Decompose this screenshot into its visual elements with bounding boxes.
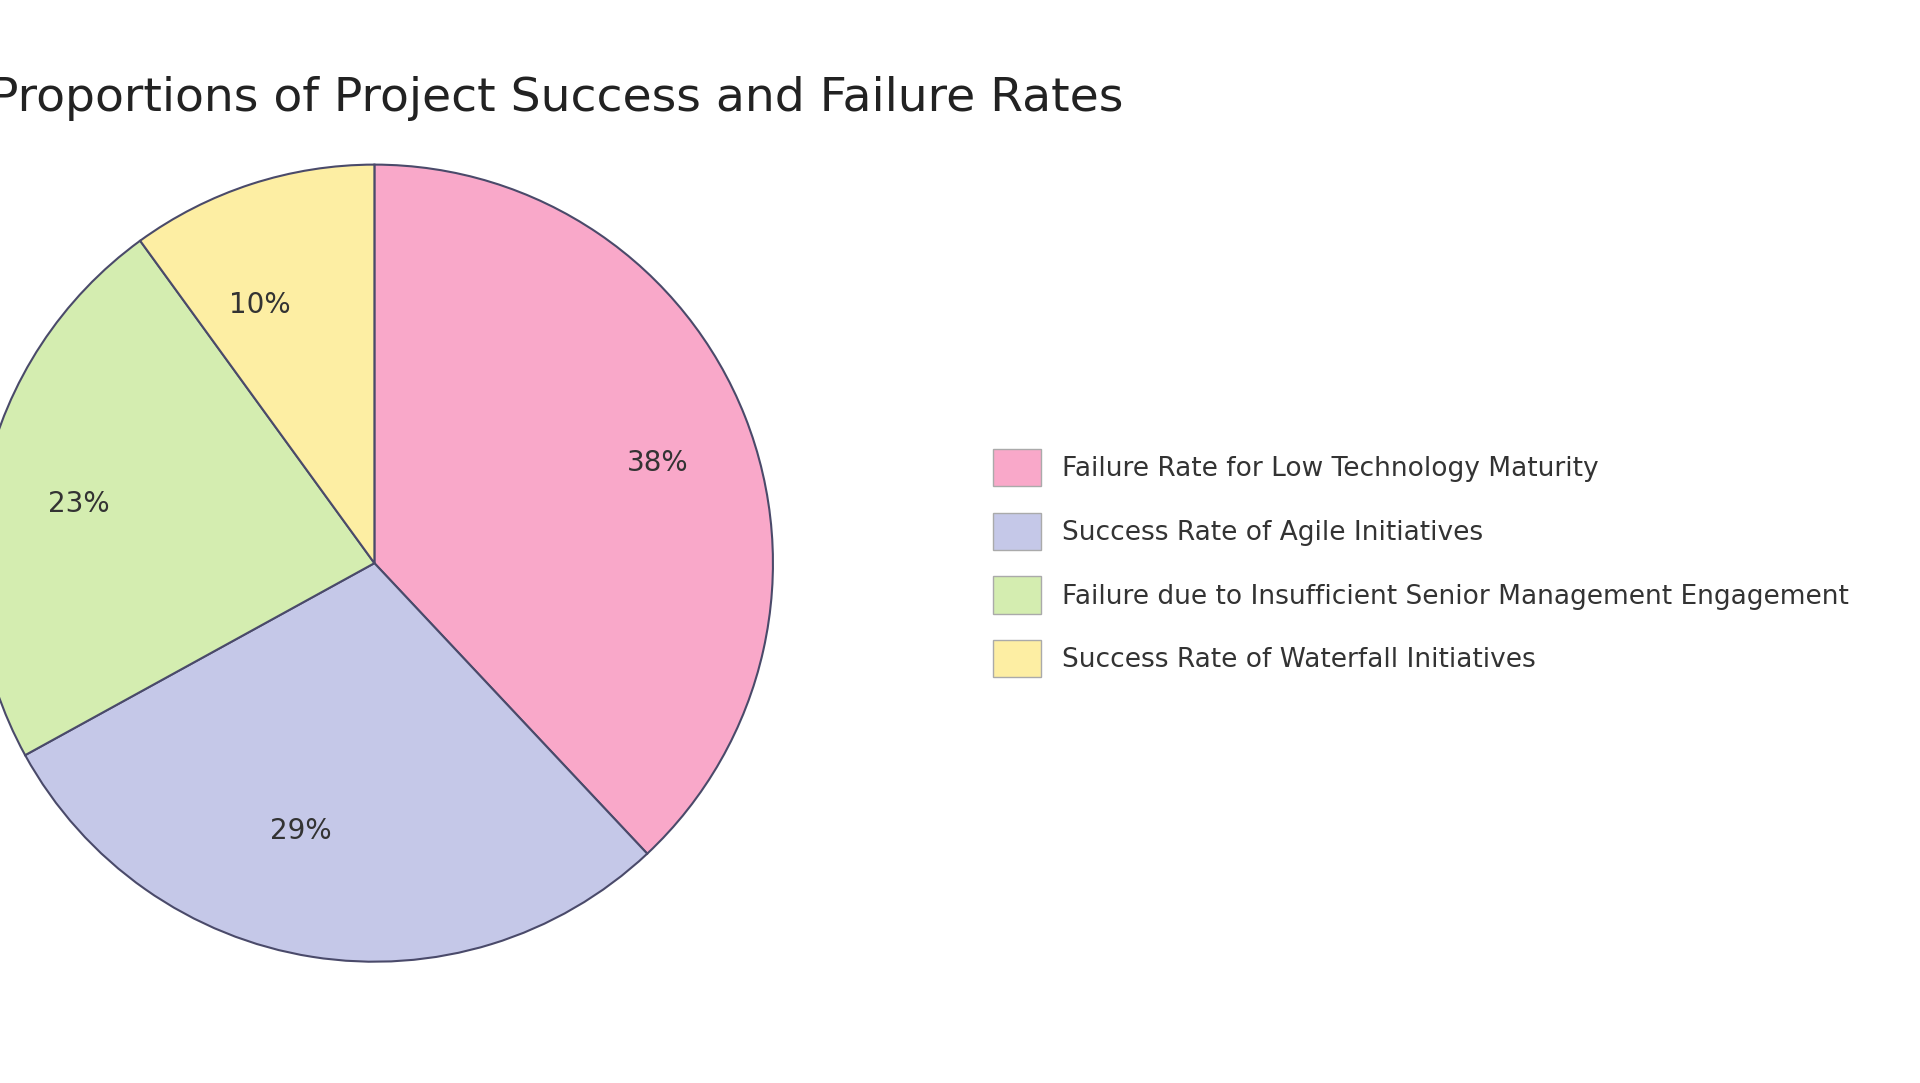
Wedge shape (25, 563, 647, 962)
Wedge shape (374, 165, 774, 853)
Legend: Failure Rate for Low Technology Maturity, Success Rate of Agile Initiatives, Fai: Failure Rate for Low Technology Maturity… (979, 435, 1862, 691)
Wedge shape (0, 240, 374, 755)
Text: Proportions of Project Success and Failure Rates: Proportions of Project Success and Failu… (0, 76, 1123, 121)
Text: 38%: 38% (626, 449, 687, 478)
Wedge shape (140, 165, 374, 563)
Text: 23%: 23% (48, 490, 109, 518)
Text: 10%: 10% (228, 291, 290, 319)
Text: 29%: 29% (271, 817, 332, 845)
